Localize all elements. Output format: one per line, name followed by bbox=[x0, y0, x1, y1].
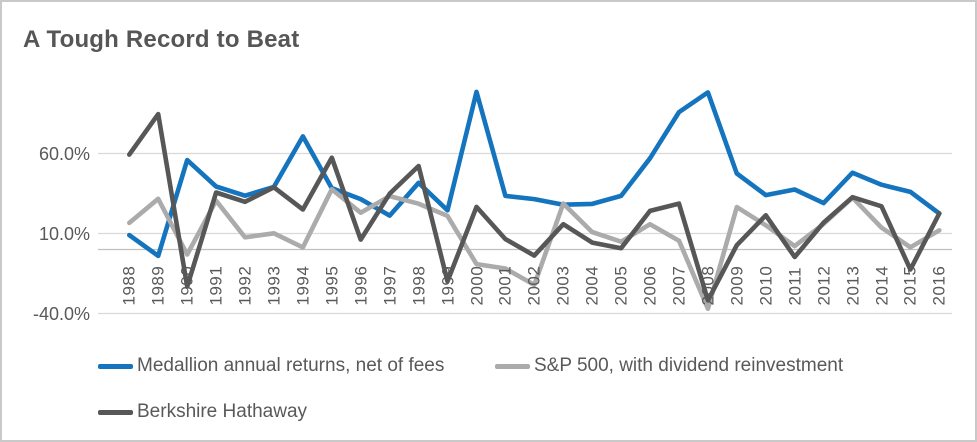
x-axis-label: 1990 bbox=[177, 265, 197, 306]
x-axis-label: 1997 bbox=[380, 265, 400, 306]
x-axis-label: 2011 bbox=[785, 266, 805, 306]
legend-item-sp500: S&P 500, with dividend reinvestment bbox=[495, 354, 843, 378]
y-axis-label: -40.0% bbox=[32, 303, 90, 324]
x-axis-label: 2012 bbox=[814, 265, 834, 306]
x-axis-label: 2005 bbox=[611, 265, 631, 306]
x-axis-label: 2001 bbox=[495, 265, 515, 306]
x-axis-label: 1998 bbox=[409, 265, 429, 306]
series-line-sp500 bbox=[127, 187, 942, 312]
series-line-berkshire bbox=[127, 111, 942, 303]
x-axis-label: 2015 bbox=[900, 265, 920, 306]
x-axis-label: 2013 bbox=[843, 265, 862, 306]
x-axis-label: 2007 bbox=[669, 265, 689, 306]
legend-label-sp500: S&P 500, with dividend reinvestment bbox=[534, 355, 844, 376]
x-axis-label: 2004 bbox=[582, 265, 602, 306]
x-axis-label: 1992 bbox=[235, 265, 255, 306]
x-axis-label: 2014 bbox=[872, 265, 891, 306]
x-axis-label: 2003 bbox=[553, 265, 573, 306]
y-axis-label: 60.0% bbox=[38, 143, 90, 164]
legend-label-berkshire: Berkshire Hathaway bbox=[137, 401, 308, 422]
y-axis-label: 10.0% bbox=[38, 223, 90, 244]
x-axis-label: 1995 bbox=[322, 265, 342, 306]
x-axis-label: 2009 bbox=[727, 265, 747, 306]
x-axis-label: 2008 bbox=[698, 265, 718, 306]
legend-swatch-berkshire bbox=[98, 409, 133, 415]
x-axis-label: 1996 bbox=[351, 265, 371, 306]
x-axis-label: 2016 bbox=[929, 265, 949, 306]
chart-title: A Tough Record to Beat bbox=[23, 26, 300, 53]
x-axis-label: 2002 bbox=[524, 265, 544, 306]
x-axis-label: 1993 bbox=[264, 265, 284, 306]
x-axis-label: 1994 bbox=[293, 265, 313, 306]
legend-item-berkshire: Berkshire Hathaway bbox=[98, 400, 307, 424]
x-axis-label: 1989 bbox=[148, 265, 168, 306]
x-axis-label: 1999 bbox=[438, 265, 457, 306]
x-axis-label: 2006 bbox=[640, 265, 660, 306]
legend-swatch-medallion bbox=[98, 363, 133, 369]
x-axis-label: 1991 bbox=[206, 265, 226, 306]
legend-swatch-sp500 bbox=[495, 363, 530, 369]
x-axis-label: 2000 bbox=[467, 265, 486, 306]
legend-label-medallion: Medallion annual returns, net of fees bbox=[137, 355, 445, 376]
x-axis-label: 1988 bbox=[119, 265, 139, 306]
legend-item-medallion: Medallion annual returns, net of fees bbox=[98, 354, 444, 378]
x-axis-label: 2010 bbox=[756, 265, 776, 306]
